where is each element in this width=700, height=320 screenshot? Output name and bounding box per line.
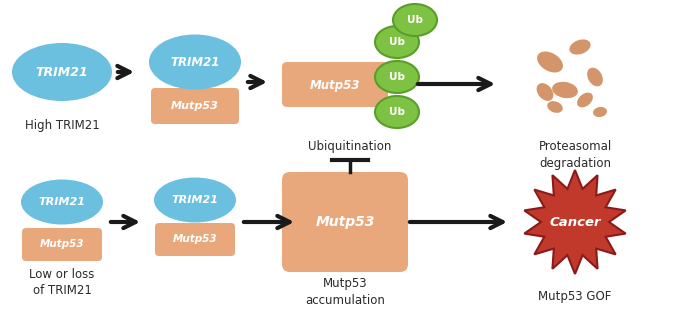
FancyBboxPatch shape xyxy=(282,62,388,107)
Ellipse shape xyxy=(375,26,419,58)
Text: Mutp53: Mutp53 xyxy=(315,215,374,229)
Text: High TRIM21: High TRIM21 xyxy=(25,119,99,132)
Text: Proteasomal: Proteasomal xyxy=(538,140,612,153)
FancyBboxPatch shape xyxy=(282,172,408,272)
Ellipse shape xyxy=(21,180,103,225)
Text: Ubiquitination: Ubiquitination xyxy=(308,140,392,153)
Text: Ub: Ub xyxy=(389,72,405,82)
FancyBboxPatch shape xyxy=(151,88,239,124)
Ellipse shape xyxy=(537,83,554,101)
Ellipse shape xyxy=(393,4,437,36)
Ellipse shape xyxy=(149,35,241,90)
Text: Ub: Ub xyxy=(407,15,423,25)
Ellipse shape xyxy=(375,61,419,93)
Ellipse shape xyxy=(154,178,236,222)
Text: Mutp53: Mutp53 xyxy=(171,101,219,111)
Text: accumulation: accumulation xyxy=(305,294,385,307)
Text: Ub: Ub xyxy=(389,37,405,47)
Text: TRIM21: TRIM21 xyxy=(38,197,85,207)
FancyBboxPatch shape xyxy=(155,223,235,256)
Ellipse shape xyxy=(375,96,419,128)
Text: Cancer: Cancer xyxy=(550,215,601,228)
Text: TRIM21: TRIM21 xyxy=(36,66,88,78)
Ellipse shape xyxy=(547,101,563,113)
Polygon shape xyxy=(524,170,626,274)
Text: Mutp53: Mutp53 xyxy=(323,277,368,290)
Text: Mutp53: Mutp53 xyxy=(310,78,360,92)
Text: TRIM21: TRIM21 xyxy=(172,195,218,205)
Ellipse shape xyxy=(593,107,607,117)
Ellipse shape xyxy=(577,92,593,108)
Text: TRIM21: TRIM21 xyxy=(170,55,220,68)
FancyBboxPatch shape xyxy=(22,228,102,261)
Text: of TRIM21: of TRIM21 xyxy=(33,284,92,297)
Ellipse shape xyxy=(12,43,112,101)
Text: Ub: Ub xyxy=(389,107,405,117)
Text: Mutp53 GOF: Mutp53 GOF xyxy=(538,290,612,303)
Text: Mutp53: Mutp53 xyxy=(40,239,84,249)
Ellipse shape xyxy=(537,52,563,72)
Text: Mutp53: Mutp53 xyxy=(173,234,217,244)
Ellipse shape xyxy=(552,82,578,98)
Text: Low or loss: Low or loss xyxy=(29,268,94,281)
Text: degradation: degradation xyxy=(539,157,611,170)
Ellipse shape xyxy=(587,68,603,86)
Ellipse shape xyxy=(569,39,591,55)
